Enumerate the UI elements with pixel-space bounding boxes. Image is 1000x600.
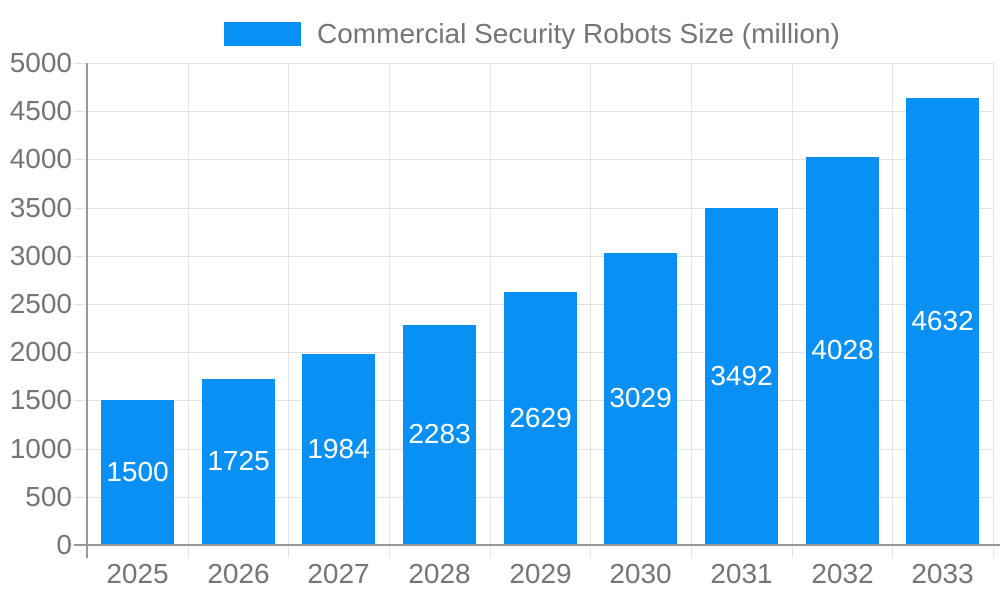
- bar-2030[interactable]: 3029: [604, 253, 677, 545]
- bar-value-label-2031: 3492: [710, 359, 773, 391]
- x-axis-line: [74, 544, 1000, 546]
- bar-2031[interactable]: 3492: [705, 208, 778, 545]
- h-gridline-3500: [74, 208, 993, 209]
- bar-2026[interactable]: 1725: [202, 379, 275, 545]
- x-axis-tick-label-2030: 2030: [609, 558, 672, 589]
- y-axis-tick-label-2000: 2000: [9, 336, 72, 367]
- bar-value-label-2033: 4632: [911, 304, 974, 336]
- v-gridline-5: [590, 63, 591, 558]
- v-gridline-7: [792, 63, 793, 558]
- bar-2027[interactable]: 1984: [302, 354, 375, 545]
- h-gridline-4000: [74, 159, 993, 160]
- v-gridline-4: [490, 63, 491, 558]
- y-axis-line: [86, 63, 88, 558]
- bar-2033[interactable]: 4632: [906, 98, 979, 545]
- bar-2025[interactable]: 1500: [101, 400, 174, 545]
- x-axis-tick-label-2032: 2032: [811, 558, 874, 589]
- legend-swatch: [224, 22, 301, 46]
- bar-value-label-2026: 1725: [207, 445, 270, 477]
- v-gridline-8: [892, 63, 893, 558]
- v-gridline-1: [188, 63, 189, 558]
- h-gridline-5000: [74, 63, 993, 64]
- bar-value-label-2029: 2629: [509, 401, 572, 433]
- y-axis-tick-label-3500: 3500: [9, 192, 72, 223]
- v-gridline-2: [288, 63, 289, 558]
- legend-label: Commercial Security Robots Size (million…: [317, 18, 840, 49]
- v-gridline-9: [993, 63, 994, 558]
- y-axis-tick-label-0: 0: [56, 529, 72, 560]
- bar-value-label-2032: 4028: [811, 334, 874, 366]
- x-axis-tick-label-2026: 2026: [207, 558, 270, 589]
- x-axis-tick-label-2025: 2025: [106, 558, 169, 589]
- v-gridline-3: [389, 63, 390, 558]
- bar-value-label-2028: 2283: [408, 418, 471, 450]
- legend-item[interactable]: Commercial Security Robots Size (million…: [224, 20, 840, 48]
- y-axis-tick-label-4500: 4500: [9, 95, 72, 126]
- y-axis-tick-label-500: 500: [25, 481, 72, 512]
- bar-value-label-2030: 3029: [609, 382, 672, 414]
- y-axis-tick-label-2500: 2500: [9, 288, 72, 319]
- bar-value-label-2025: 1500: [106, 455, 169, 487]
- bar-2028[interactable]: 2283: [403, 325, 476, 545]
- x-axis-tick-label-2027: 2027: [307, 558, 370, 589]
- y-axis-tick-label-1500: 1500: [9, 384, 72, 415]
- y-axis-tick-label-5000: 5000: [9, 47, 72, 78]
- h-gridline-4500: [74, 111, 993, 112]
- x-axis-tick-label-2033: 2033: [911, 558, 974, 589]
- x-axis-tick-label-2031: 2031: [710, 558, 773, 589]
- bar-2029[interactable]: 2629: [504, 292, 577, 545]
- v-gridline-6: [691, 63, 692, 558]
- y-axis-tick-label-1000: 1000: [9, 433, 72, 464]
- h-gridline-3000: [74, 256, 993, 257]
- y-axis-tick-label-4000: 4000: [9, 143, 72, 174]
- bar-2032[interactable]: 4028: [806, 157, 879, 545]
- bar-value-label-2027: 1984: [307, 432, 370, 464]
- x-axis-tick-label-2029: 2029: [509, 558, 572, 589]
- y-axis-tick-label-3000: 3000: [9, 240, 72, 271]
- x-axis-tick-label-2028: 2028: [408, 558, 471, 589]
